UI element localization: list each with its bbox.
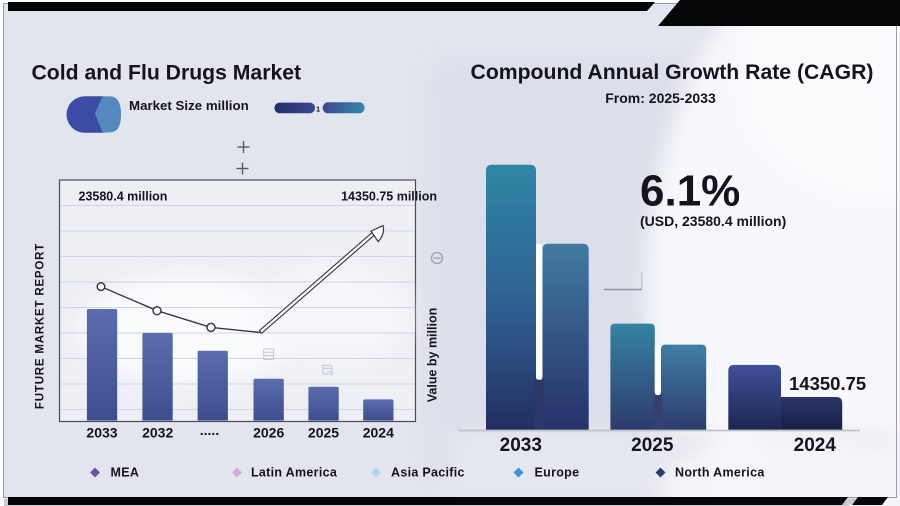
svg-text:2024: 2024 <box>794 435 837 456</box>
svg-text:From: 2025-2033: From: 2025-2033 <box>605 90 716 106</box>
svg-text:2024: 2024 <box>363 424 394 440</box>
svg-text:MEA: MEA <box>111 466 140 480</box>
svg-text:(USD, 23580.4 million): (USD, 23580.4 million) <box>640 213 786 229</box>
svg-text:Compound Annual Growth Rate (C: Compound Annual Growth Rate (CAGR) <box>471 61 874 84</box>
svg-text:Value by million: Value by million <box>426 308 440 402</box>
svg-text:14350.75: 14350.75 <box>789 373 866 394</box>
svg-text:23580.4 million: 23580.4 million <box>79 190 168 204</box>
svg-text:Market Size million: Market Size million <box>129 98 249 113</box>
svg-text:North America: North America <box>675 466 765 480</box>
svg-text:FUTURE MARKET REPORT: FUTURE MARKET REPORT <box>35 243 47 409</box>
svg-text:14350.75 million: 14350.75 million <box>341 190 437 204</box>
svg-text:6.1%: 6.1% <box>640 167 740 216</box>
svg-text:1: 1 <box>316 105 320 114</box>
svg-text:Latin America: Latin America <box>251 466 338 480</box>
svg-text:2033: 2033 <box>500 435 542 456</box>
svg-text:Asia Pacific: Asia Pacific <box>391 466 465 480</box>
svg-text:2033: 2033 <box>86 424 117 440</box>
svg-text:2032: 2032 <box>142 424 173 440</box>
svg-text:Europe: Europe <box>535 466 580 480</box>
svg-text:.....: ..... <box>200 422 219 438</box>
svg-text:2025: 2025 <box>308 424 339 440</box>
svg-text:2025: 2025 <box>631 435 674 456</box>
svg-text:Cold and Flu Drugs Market: Cold and Flu Drugs Market <box>32 62 302 85</box>
svg-text:2026: 2026 <box>253 424 284 440</box>
